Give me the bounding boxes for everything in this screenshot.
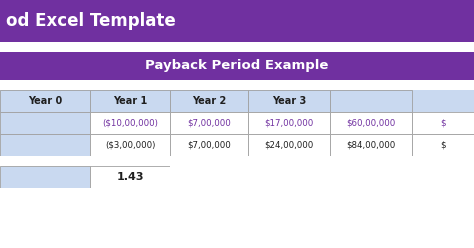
Bar: [90, 134, 170, 156]
Bar: [248, 134, 330, 156]
Bar: [0, 188, 474, 248]
Text: Year 2: Year 2: [192, 96, 226, 106]
Text: $60,00,000: $60,00,000: [346, 119, 396, 127]
Text: 1.43: 1.43: [116, 172, 144, 182]
Text: $84,00,000: $84,00,000: [346, 141, 396, 150]
Bar: [0, 90, 90, 112]
Bar: [0, 112, 90, 134]
Bar: [90, 166, 170, 188]
Text: $17,00,000: $17,00,000: [264, 119, 314, 127]
Bar: [0, 166, 90, 188]
Text: Year 3: Year 3: [272, 96, 306, 106]
Bar: [0, 156, 474, 166]
Text: Payback Period Example: Payback Period Example: [146, 60, 328, 72]
Bar: [0, 52, 474, 80]
Bar: [0, 80, 474, 90]
Bar: [248, 90, 330, 112]
Bar: [330, 134, 412, 156]
Text: Year 0: Year 0: [28, 96, 62, 106]
Bar: [170, 166, 474, 188]
Text: Year 1: Year 1: [113, 96, 147, 106]
Bar: [0, 0, 474, 42]
Bar: [248, 112, 330, 134]
Bar: [170, 90, 248, 112]
Text: ($10,00,000): ($10,00,000): [102, 119, 158, 127]
Bar: [412, 134, 474, 156]
Bar: [90, 90, 170, 112]
Bar: [0, 90, 474, 112]
Text: $7,00,000: $7,00,000: [187, 141, 231, 150]
Bar: [170, 134, 248, 156]
Bar: [330, 112, 412, 134]
Text: $: $: [440, 119, 446, 127]
Bar: [170, 112, 248, 134]
Bar: [90, 112, 170, 134]
Text: ($3,00,000): ($3,00,000): [105, 141, 155, 150]
Text: od Excel Template: od Excel Template: [6, 12, 176, 30]
Text: $24,00,000: $24,00,000: [264, 141, 314, 150]
Bar: [0, 134, 90, 156]
Text: $: $: [440, 141, 446, 150]
Bar: [0, 42, 474, 52]
Text: $7,00,000: $7,00,000: [187, 119, 231, 127]
Bar: [330, 90, 412, 112]
Bar: [412, 112, 474, 134]
